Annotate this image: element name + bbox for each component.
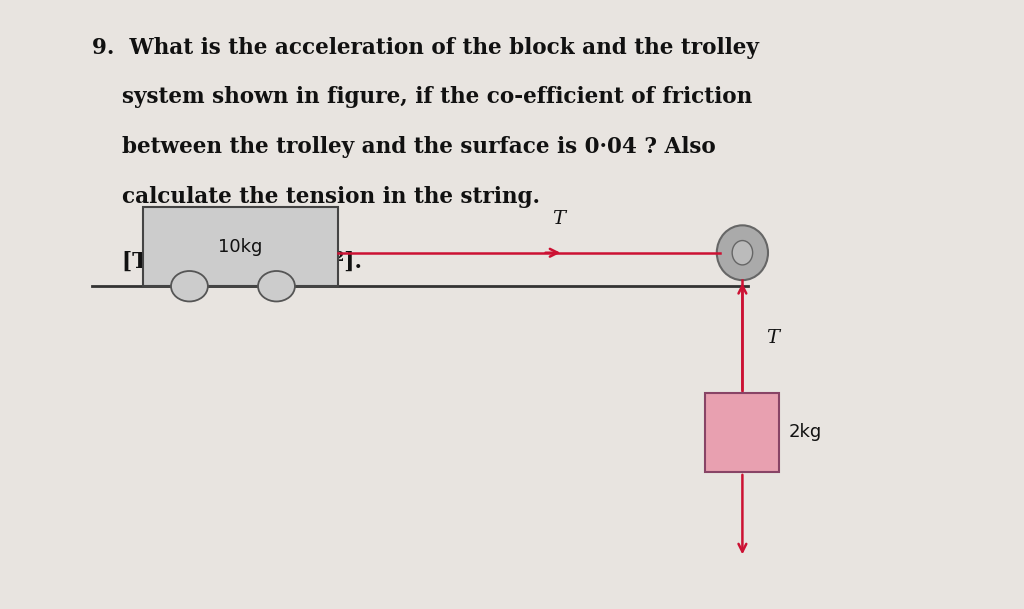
Text: T: T (552, 210, 564, 228)
FancyBboxPatch shape (143, 207, 338, 286)
Ellipse shape (732, 241, 753, 265)
Text: [Take g = 10 m s⁻²].: [Take g = 10 m s⁻²]. (92, 252, 362, 273)
Text: 9.  What is the acceleration of the block and the trolley: 9. What is the acceleration of the block… (92, 37, 759, 58)
Text: between the trolley and the surface is 0·04 ? Also: between the trolley and the surface is 0… (92, 136, 716, 158)
Text: T: T (766, 329, 779, 347)
Text: 10kg: 10kg (218, 238, 263, 256)
Ellipse shape (717, 225, 768, 280)
Text: 2kg: 2kg (788, 423, 821, 442)
FancyBboxPatch shape (705, 393, 779, 472)
Text: calculate the tension in the string.: calculate the tension in the string. (92, 186, 541, 208)
Text: system shown in figure, if the co-efficient of friction: system shown in figure, if the co-effici… (92, 86, 753, 108)
Ellipse shape (258, 271, 295, 301)
Ellipse shape (171, 271, 208, 301)
